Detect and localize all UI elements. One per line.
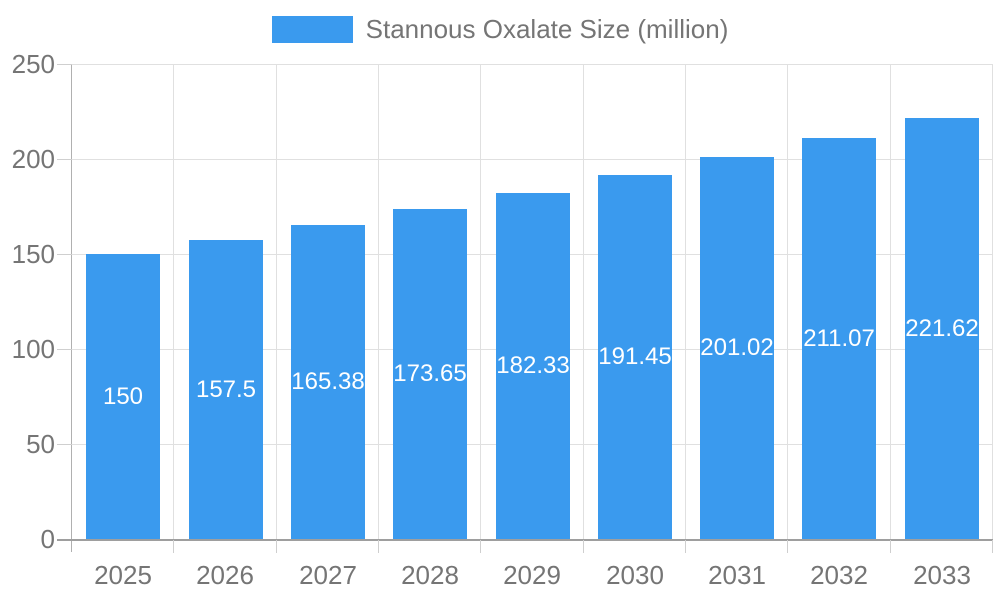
legend-swatch	[271, 16, 353, 43]
legend-item[interactable]: Stannous Oxalate Size (million)	[0, 14, 1000, 45]
y-axis-tick	[57, 444, 72, 445]
x-axis-tick	[992, 540, 993, 553]
bar-2026[interactable]: 157.5	[189, 240, 263, 539]
x-axis-line	[57, 539, 993, 541]
y-axis-tick	[57, 349, 72, 350]
y-axis-label: 200	[11, 144, 55, 174]
bar-value-label: 182.33	[496, 352, 570, 379]
x-axis-label-2030: 2030	[606, 560, 664, 590]
x-axis-label-2031: 2031	[708, 560, 766, 590]
h-gridline	[72, 64, 993, 65]
x-axis-label-2027: 2027	[299, 560, 357, 590]
bar-value-label: 157.5	[195, 375, 257, 403]
x-axis-label-2026: 2026	[196, 560, 254, 590]
x-axis-tick	[378, 540, 379, 553]
plot-area: 150 157.5 165.38 173.65 182.33 191.45 201.02 21…	[72, 64, 993, 539]
y-axis-label: 0	[40, 524, 55, 554]
y-axis-tick	[57, 159, 72, 160]
y-axis-label: 250	[11, 49, 55, 79]
bar-value-label: 211.07	[803, 324, 875, 352]
bar-value-label: 165.38	[291, 368, 365, 395]
x-axis-tick	[787, 540, 788, 553]
bar-value-label: 173.65	[393, 360, 467, 387]
x-axis-label-2028: 2028	[401, 560, 459, 590]
x-axis-tick	[685, 540, 686, 553]
x-axis-label-2029: 2029	[503, 560, 561, 590]
y-axis-label: 100	[11, 334, 55, 364]
v-gridline	[685, 64, 686, 539]
h-gridline	[72, 159, 993, 160]
bar-value-label: 221.62	[905, 314, 979, 342]
y-axis-line	[71, 64, 72, 552]
legend-label: Stannous Oxalate Size (million)	[365, 14, 729, 44]
x-axis-label-2033: 2033	[913, 560, 971, 590]
v-gridline	[378, 64, 379, 539]
v-gridline	[583, 64, 584, 539]
bar-2031[interactable]: 201.02	[700, 157, 774, 539]
x-axis-tick	[583, 540, 584, 553]
x-axis-tick	[173, 540, 174, 553]
bar-2032[interactable]: 211.07	[802, 138, 876, 539]
bar-2030[interactable]: 191.45	[598, 175, 672, 539]
bar-2029[interactable]: 182.33	[496, 193, 570, 539]
x-axis-label-2032: 2032	[810, 560, 868, 590]
bar-value-label: 201.02	[700, 334, 774, 361]
x-axis-tick	[276, 540, 277, 553]
v-gridline	[787, 64, 788, 539]
bar-value-label: 191.45	[598, 343, 672, 370]
y-axis-tick	[57, 64, 72, 65]
y-axis-tick	[57, 254, 72, 255]
bar-value-label: 150	[102, 382, 144, 410]
x-axis-tick	[890, 540, 891, 553]
v-gridline	[992, 64, 993, 539]
x-axis-label-2025: 2025	[94, 560, 152, 590]
bar-2027[interactable]: 165.38	[291, 225, 365, 539]
v-gridline	[173, 64, 174, 539]
v-gridline	[276, 64, 277, 539]
v-gridline	[480, 64, 481, 539]
bar-2033[interactable]: 221.62	[905, 118, 979, 539]
x-axis-tick	[480, 540, 481, 553]
y-axis-label: 50	[26, 429, 55, 459]
y-axis-label: 150	[11, 239, 55, 269]
v-gridline	[890, 64, 891, 539]
bar-2028[interactable]: 173.65	[393, 209, 467, 539]
bar-2025[interactable]: 150	[86, 254, 160, 539]
